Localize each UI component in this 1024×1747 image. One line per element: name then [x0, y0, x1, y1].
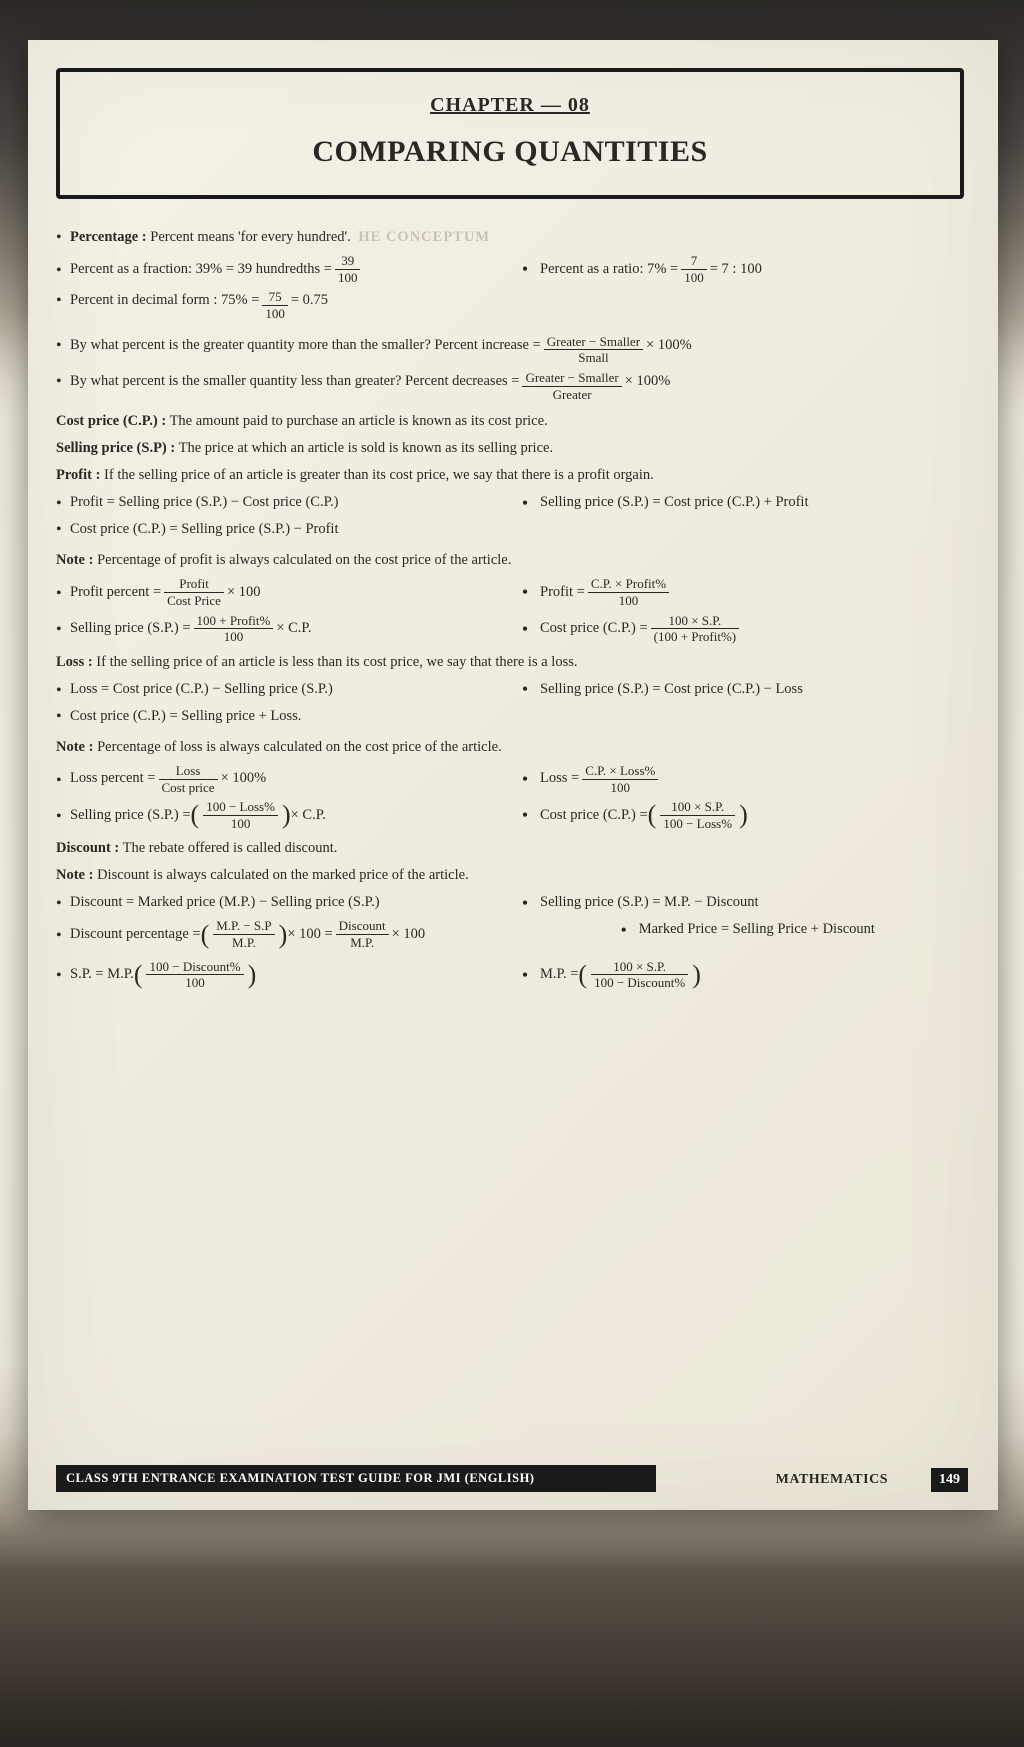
- percent-ratio-label: Percent as a ratio: 7% =: [540, 259, 678, 280]
- loss-cp-frac: 100 × S.P. 100 − Loss%: [648, 800, 748, 830]
- percent-increase-q: By what percent is the greater quantity …: [70, 335, 541, 356]
- fraction-75-100: 75 100: [262, 290, 288, 320]
- discount-sp-frac: 100 − Discount% 100: [134, 960, 256, 990]
- discount-sp-mp-row: • S.P. = M.P. 100 − Discount% 100 • M.P.…: [56, 960, 964, 990]
- loss-percent-frac: Loss Cost price: [159, 764, 218, 794]
- percent-fraction-ratio-row: • Percent as a fraction: 39% = 39 hundre…: [56, 254, 964, 284]
- percent-decimal-row: • Percent in decimal form : 75% = 75 100…: [56, 290, 964, 320]
- page-number: 149: [931, 1468, 968, 1492]
- percent-increase-row: • By what percent is the greater quantit…: [56, 335, 964, 365]
- fraction-7-100: 7 100: [681, 254, 707, 284]
- watermark-text: HE CONCEPTUM: [358, 229, 490, 245]
- discount-mp-frac: 100 × S.P. 100 − Discount%: [578, 960, 700, 990]
- discount-frac1: M.P. − S.P M.P.: [201, 919, 288, 949]
- loss-sp-cp-row: • Selling price (S.P.) = 100 − Loss% 100…: [56, 800, 964, 830]
- loss-eq-row2: •Cost price (C.P.) = Selling price + Los…: [56, 706, 964, 727]
- chapter-label: CHAPTER — 08: [78, 94, 942, 117]
- loss-value-frac: C.P. × Loss% 100: [582, 764, 658, 794]
- profit-cp-frac: 100 × S.P. (100 + Profit%): [651, 614, 739, 644]
- increase-fraction: Greater − Smaller Small: [544, 335, 643, 365]
- def-profit: Profit : If the selling price of an arti…: [56, 465, 964, 486]
- percent-decimal-tail: = 0.75: [291, 290, 328, 311]
- profit-sp-frac: 100 + Profit% 100: [194, 614, 274, 644]
- profit-percent-frac: Profit Cost Price: [164, 577, 224, 607]
- loss-note: Note : Percentage of loss is always calc…: [56, 737, 964, 758]
- loss-percent-row: • Loss percent = Loss Cost price × 100% …: [56, 764, 964, 794]
- percent-decrease-row: • By what percent is the smaller quantit…: [56, 371, 964, 401]
- percentage-heading: • Percentage : Percent means 'for every …: [56, 227, 964, 248]
- discount-frac2: Discount M.P.: [336, 919, 389, 949]
- profit-sp-cp-row: • Selling price (S.P.) = 100 + Profit% 1…: [56, 614, 964, 644]
- profit-value-frac: C.P. × Profit% 100: [588, 577, 669, 607]
- profit-note: Note : Percentage of profit is always ca…: [56, 550, 964, 571]
- chapter-title-frame: CHAPTER — 08 COMPARING QUANTITIES: [56, 68, 964, 199]
- decrease-fraction: Greater − Smaller Greater: [522, 371, 621, 401]
- term-percentage: Percentage :: [70, 229, 147, 245]
- fraction-39-100: 39 100: [335, 254, 361, 284]
- profit-eq-row2: •Cost price (C.P.) = Selling price (S.P.…: [56, 519, 964, 540]
- loss-sp-frac: 100 − Loss% 100: [191, 800, 291, 830]
- discount-note: Note : Discount is always calculated on …: [56, 865, 964, 886]
- loss-def: Loss : If the selling price of an articl…: [56, 652, 964, 673]
- profit-eq-row1: •Profit = Selling price (S.P.) − Cost pr…: [56, 492, 964, 513]
- percent-ratio-tail: = 7 : 100: [710, 259, 762, 280]
- decrease-tail: × 100%: [625, 371, 671, 392]
- discount-def: Discount : The rebate offered is called …: [56, 838, 964, 859]
- percentage-text: Percent means 'for every hundred'.: [150, 229, 351, 245]
- percent-decimal-label: Percent in decimal form : 75% =: [70, 290, 259, 311]
- def-sp: Selling price (S.P) : The price at which…: [56, 438, 964, 459]
- profit-percent-row: • Profit percent = Profit Cost Price × 1…: [56, 577, 964, 607]
- footer-bar: CLASS 9TH ENTRANCE EXAMINATION TEST GUID…: [56, 1465, 656, 1492]
- page-body: • Percentage : Percent means 'for every …: [56, 227, 964, 990]
- footer-subject: MATHEMATICS: [776, 1472, 888, 1488]
- percent-fraction-label: Percent as a fraction: 39% = 39 hundredt…: [70, 259, 332, 280]
- chapter-title: COMPARING QUANTITIES: [78, 135, 942, 169]
- loss-eq-row1: •Loss = Cost price (C.P.) − Selling pric…: [56, 679, 964, 700]
- book-page: CHAPTER — 08 COMPARING QUANTITIES • Perc…: [28, 40, 998, 1510]
- percent-decrease-q: By what percent is the smaller quantity …: [70, 371, 519, 392]
- discount-eq-row1: •Discount = Marked price (M.P.) − Sellin…: [56, 892, 964, 913]
- def-cp: Cost price (C.P.) : The amount paid to p…: [56, 411, 964, 432]
- discount-percentage-row: • Discount percentage = M.P. − S.P M.P. …: [56, 919, 964, 949]
- increase-tail: × 100%: [646, 335, 692, 356]
